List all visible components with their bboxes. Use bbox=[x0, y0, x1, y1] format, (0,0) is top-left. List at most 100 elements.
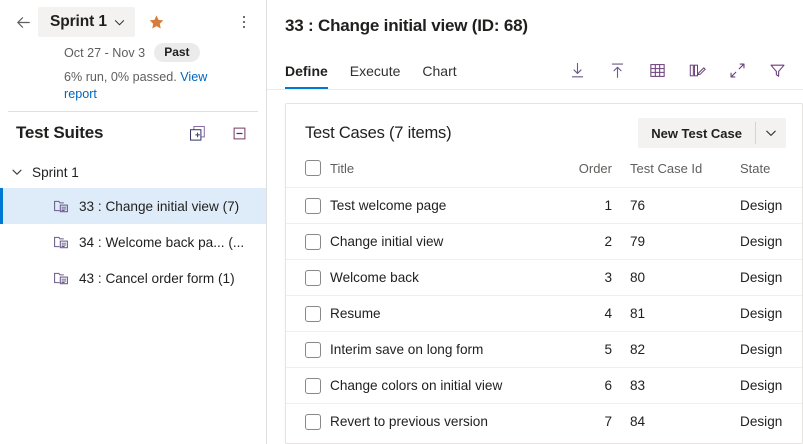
table-body: Test welcome page 1 76 Design Change ini… bbox=[286, 187, 802, 440]
table-row[interactable]: Resume 4 81 Design bbox=[286, 295, 802, 332]
cell-state: Design bbox=[740, 403, 802, 440]
tree-root-sprint-1[interactable]: Sprint 1 bbox=[0, 156, 266, 188]
status-badge: Past bbox=[154, 43, 200, 62]
page-title: 33 : Change initial view (ID: 68) bbox=[285, 16, 528, 35]
tabs: Define Execute Chart bbox=[285, 45, 479, 89]
cell-title: Change initial view bbox=[330, 223, 558, 260]
sprint-dates: Oct 27 - Nov 3 bbox=[64, 45, 146, 60]
cell-title: Change colors on initial view bbox=[330, 367, 558, 404]
cell-test-case-id: 84 bbox=[630, 403, 740, 440]
sidebar-item-suite-34[interactable]: 34 : Welcome back pa... (... bbox=[0, 224, 266, 260]
cell-state: Design bbox=[740, 223, 802, 260]
cell-title: Revert to previous version bbox=[330, 403, 558, 440]
test-suites-actions bbox=[186, 122, 250, 144]
sprint-header: Sprint 1 Oct bbox=[0, 0, 266, 112]
sprint-progress: 6% run, 0% passed. View report bbox=[64, 69, 214, 102]
row-select-cell bbox=[286, 331, 330, 368]
cell-state: Design bbox=[740, 367, 802, 404]
row-checkbox[interactable] bbox=[305, 269, 321, 286]
progress-text: 6% run, 0% passed. bbox=[64, 70, 181, 84]
row-checkbox[interactable] bbox=[305, 197, 321, 214]
sprint-dates-row: Oct 27 - Nov 3 Past bbox=[64, 43, 250, 62]
select-all-cell bbox=[286, 160, 330, 188]
filter-icon[interactable] bbox=[767, 60, 787, 80]
table-row[interactable]: Revert to previous version 7 84 Design bbox=[286, 403, 802, 440]
sidebar-item-label: 34 : Welcome back pa... (... bbox=[79, 234, 245, 250]
back-arrow-icon[interactable] bbox=[8, 7, 38, 37]
cell-test-case-id: 81 bbox=[630, 295, 740, 332]
table-row[interactable]: Change initial view 2 79 Design bbox=[286, 223, 802, 260]
tab-define[interactable]: Define bbox=[285, 45, 336, 89]
row-select-cell bbox=[286, 223, 330, 260]
tab-chart[interactable]: Chart bbox=[422, 63, 457, 79]
more-dots bbox=[242, 15, 246, 29]
table-row[interactable]: Test welcome page 1 76 Design bbox=[286, 187, 802, 224]
select-all-checkbox[interactable] bbox=[305, 160, 321, 176]
test-suite-folder-icon bbox=[53, 234, 69, 250]
cell-title: Test welcome page bbox=[330, 187, 558, 224]
sidebar-divider bbox=[8, 111, 258, 112]
row-checkbox[interactable] bbox=[305, 341, 321, 358]
test-cases-header: Test Cases (7 items) New Test Case bbox=[286, 104, 802, 160]
cell-order: 1 bbox=[558, 187, 630, 224]
cell-test-case-id: 76 bbox=[630, 187, 740, 224]
cell-test-case-id: 83 bbox=[630, 367, 740, 404]
test-suite-folder-icon bbox=[53, 270, 69, 286]
view-report-link[interactable]: View report bbox=[64, 70, 208, 101]
collapse-all-icon[interactable] bbox=[228, 122, 250, 144]
column-header-title[interactable]: Title bbox=[330, 160, 355, 176]
table-header: Title Order Test Case Id State bbox=[286, 160, 802, 188]
split-button-separator bbox=[755, 122, 756, 144]
cell-order: 2 bbox=[558, 223, 630, 260]
upload-icon[interactable] bbox=[607, 60, 627, 80]
test-cases-card: Test Cases (7 items) New Test Case bbox=[285, 103, 803, 444]
row-select-cell bbox=[286, 259, 330, 296]
test-cases-table: Title Order Test Case Id State Test welc… bbox=[286, 160, 802, 440]
column-header-state[interactable]: State bbox=[740, 160, 771, 176]
expand-icon[interactable] bbox=[727, 60, 747, 80]
sprint-row: Sprint 1 bbox=[8, 6, 258, 38]
cell-title: Welcome back bbox=[330, 259, 558, 296]
row-select-cell bbox=[286, 295, 330, 332]
table-row[interactable]: Welcome back 3 80 Design bbox=[286, 259, 802, 296]
row-checkbox[interactable] bbox=[305, 305, 321, 322]
new-test-case-split-button: New Test Case bbox=[638, 118, 786, 148]
new-test-case-button[interactable]: New Test Case bbox=[651, 125, 742, 141]
row-checkbox[interactable] bbox=[305, 377, 321, 394]
left-sidebar: Sprint 1 Oct bbox=[0, 0, 267, 444]
download-icon[interactable] bbox=[567, 60, 587, 80]
tab-execute[interactable]: Execute bbox=[349, 63, 401, 79]
table-row[interactable]: Change colors on initial view 6 83 Desig… bbox=[286, 367, 802, 404]
star-filled-icon[interactable] bbox=[142, 7, 172, 37]
chevron-down-icon bbox=[114, 17, 125, 28]
test-suite-tree: Sprint 1 33 : Change initial view (7) bbox=[0, 152, 266, 296]
test-suites-title: Test Suites bbox=[16, 123, 104, 142]
row-select-cell bbox=[286, 187, 330, 224]
test-suite-folder-icon bbox=[53, 198, 69, 214]
sidebar-item-suite-33[interactable]: 33 : Change initial view (7) bbox=[0, 188, 266, 224]
expand-all-icon[interactable] bbox=[186, 122, 208, 144]
row-checkbox[interactable] bbox=[305, 233, 321, 250]
sprint-selector[interactable]: Sprint 1 bbox=[38, 7, 135, 37]
table-row[interactable]: Interim save on long form 5 82 Design bbox=[286, 331, 802, 368]
chevron-down-icon[interactable] bbox=[756, 118, 786, 148]
cell-test-case-id: 79 bbox=[630, 223, 740, 260]
cell-state: Design bbox=[740, 187, 802, 224]
sidebar-item-suite-43[interactable]: 43 : Cancel order form (1) bbox=[0, 260, 266, 296]
main-panel: 33 : Change initial view (ID: 68) Define… bbox=[267, 0, 803, 444]
chevron-down-icon[interactable] bbox=[11, 166, 23, 178]
grid-icon[interactable] bbox=[647, 60, 667, 80]
cell-test-case-id: 82 bbox=[630, 331, 740, 368]
cell-title: Resume bbox=[330, 295, 558, 332]
column-header-order[interactable]: Order bbox=[578, 160, 612, 176]
cell-state: Design bbox=[740, 331, 802, 368]
cell-state: Design bbox=[740, 295, 802, 332]
column-options-icon[interactable] bbox=[687, 60, 707, 80]
column-header-test-case-id[interactable]: Test Case Id bbox=[630, 160, 703, 176]
sidebar-item-label: 43 : Cancel order form (1) bbox=[79, 270, 235, 286]
cell-state: Design bbox=[740, 259, 802, 296]
test-suites-header: Test Suites bbox=[0, 112, 266, 152]
row-checkbox[interactable] bbox=[305, 413, 321, 430]
more-vertical-icon[interactable] bbox=[230, 7, 258, 37]
